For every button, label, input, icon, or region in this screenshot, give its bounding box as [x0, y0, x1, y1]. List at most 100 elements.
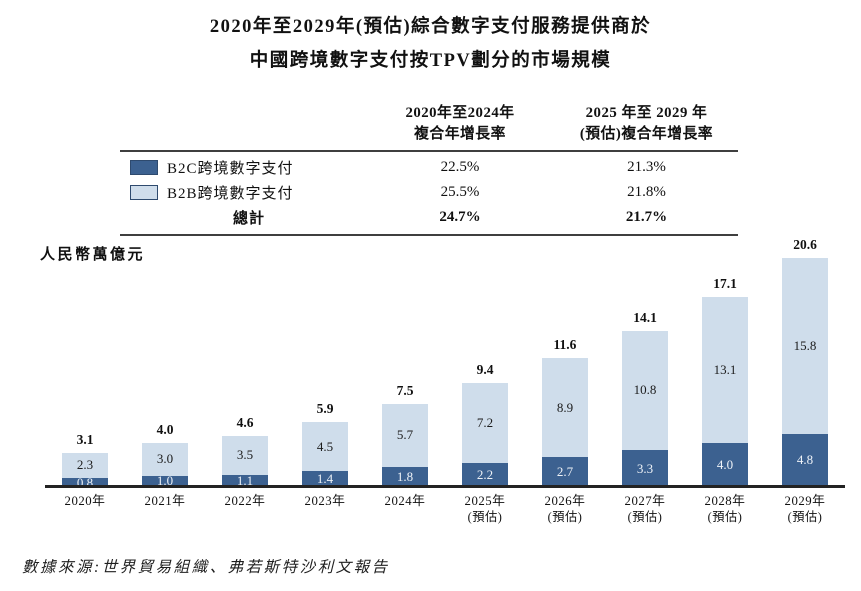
- bar-segment-b2b-value: 7.2: [476, 414, 494, 430]
- bar-segment-b2b-value: 5.7: [396, 427, 414, 443]
- cagr-value-total-col1: 24.7%: [439, 208, 481, 225]
- bar-segment-b2b: 2.3: [62, 452, 108, 479]
- x-axis-tick-label: 2029年 (預估): [765, 494, 845, 525]
- bar-total-label: 20.6: [793, 237, 817, 253]
- bar-segment-b2c: 1.4: [302, 471, 348, 487]
- cagr-value-total-col2: 21.7%: [625, 208, 668, 225]
- table-row-total: 總計 24.7% 21.7%: [120, 205, 738, 230]
- legend-item-b2b: B2B跨境數字支付: [120, 182, 365, 203]
- x-tick-year: 2022年: [224, 494, 266, 508]
- y-axis-unit-label: 人民幣萬億元: [40, 247, 146, 263]
- bar-segment-b2b-value: 10.8: [633, 382, 657, 398]
- bar-column: 17.1 13.1 4.0: [685, 276, 765, 487]
- x-axis-tick-label: 2024年: [365, 494, 445, 525]
- x-tick-estimate-note: (預估): [787, 509, 823, 524]
- stacked-bar: 2.3 0.8: [62, 452, 108, 490]
- bar-column: 4.6 3.5 1.1: [205, 414, 285, 488]
- table-row-b2c: B2C跨境數字支付 22.5% 21.3%: [120, 155, 738, 180]
- bar-total-label: 17.1: [713, 276, 737, 292]
- cagr-table: 2020年至2024年 複合年增長率 2025 年至 2029 年 (預估)複合…: [120, 103, 738, 236]
- bar-column: 3.1 2.3 0.8: [45, 431, 125, 490]
- x-tick-estimate-note: (預估): [627, 509, 663, 524]
- stacked-bar: 10.8 3.3: [622, 330, 668, 487]
- cagr-header-col2: 2025 年至 2029 年 (預估)複合年增長率: [555, 103, 738, 146]
- cagr-header-col2-line2: (預估)複合年增長率: [579, 126, 714, 143]
- bar-column: 5.9 4.5 1.4: [285, 401, 365, 487]
- legend-item-b2c: B2C跨境數字支付: [120, 157, 365, 178]
- x-tick-year: 2021年: [144, 494, 186, 508]
- bar-segment-b2b-value: 15.8: [793, 338, 817, 354]
- bar-segment-b2c-value: 0.8: [76, 474, 94, 490]
- legend-label-b2b: B2B跨境數字支付: [167, 185, 294, 202]
- bar-segment-b2c: 1.8: [382, 467, 428, 487]
- x-axis-tick-label: 2021年: [125, 494, 205, 525]
- x-tick-estimate-note: (預估): [707, 509, 743, 524]
- bar-segment-b2c-value: 1.8: [396, 469, 414, 485]
- cagr-header-col1: 2020年至2024年 複合年增長率: [365, 103, 555, 146]
- bar-column: 20.6 15.8 4.8: [765, 237, 845, 487]
- bar-chart: 3.1 2.3 0.8 4.0 3.0 1.0 4.6 3.5 1.1 5.9 4.5 1.4 7.5 5…: [45, 237, 845, 490]
- stacked-bar: 13.1 4.0: [702, 297, 748, 487]
- total-row-label-cell: 總計: [120, 207, 365, 228]
- bar-column: 4.0 3.0 1.0: [125, 422, 205, 488]
- bar-segment-b2b-value: 3.5: [236, 447, 254, 463]
- bar-segment-b2b-value: 8.9: [556, 399, 574, 415]
- bar-segment-b2b-value: 3.0: [156, 451, 174, 467]
- chart-title: 2020年至2029年(預估)綜合數字支付服務提供商於 中國跨境數字支付按TPV…: [0, 10, 861, 78]
- cagr-table-header: 2020年至2024年 複合年增長率 2025 年至 2029 年 (預估)複合…: [120, 103, 738, 152]
- x-axis-tick-label: 2027年 (預估): [605, 494, 685, 525]
- x-axis-tick-label: 2028年 (預估): [685, 494, 765, 525]
- cagr-value-b2c-col2: 21.3%: [627, 158, 666, 175]
- table-row-b2b: B2B跨境數字支付 25.5% 21.8%: [120, 180, 738, 205]
- bar-total-label: 3.1: [76, 431, 94, 447]
- cagr-header-empty-cell: [120, 103, 365, 146]
- bar-segment-b2c-value: 1.1: [236, 472, 254, 488]
- bar-total-label: 11.6: [553, 337, 577, 353]
- legend-swatch-b2b: [130, 184, 158, 200]
- x-tick-year: 2023年: [304, 494, 346, 508]
- stacked-bar: 3.5 1.1: [222, 435, 268, 488]
- stacked-bar: 7.2 2.2: [462, 382, 508, 487]
- x-tick-year: 2024年: [384, 494, 426, 508]
- x-tick-year: 2020年: [64, 494, 106, 508]
- bar-segment-b2c-value: 2.2: [476, 466, 494, 482]
- bar-total-label: 14.1: [633, 309, 657, 325]
- bar-segment-b2b: 10.8: [622, 330, 668, 451]
- x-axis-tick-label: 2026年 (預估): [525, 494, 605, 525]
- x-tick-estimate-note: (預估): [467, 509, 503, 524]
- x-tick-estimate-note: (預估): [547, 509, 583, 524]
- stacked-bar: 5.7 1.8: [382, 403, 428, 487]
- x-tick-year: 2027年: [624, 494, 666, 508]
- cagr-table-body: B2C跨境數字支付 22.5% 21.3% B2B跨境數字支付 25.5% 21…: [120, 152, 738, 236]
- bar-segment-b2c-value: 4.8: [796, 452, 814, 468]
- bar-total-label: 4.6: [236, 414, 254, 430]
- x-axis-tick-label: 2023年: [285, 494, 365, 525]
- cagr-value-b2c-col1: 22.5%: [440, 158, 480, 175]
- x-axis-tick-label: 2022年: [205, 494, 285, 525]
- cagr-value-b2b-col2: 21.8%: [627, 183, 666, 200]
- cagr-value-b2b-col1: 25.5%: [440, 183, 480, 200]
- bar-segment-b2c: 1.0: [142, 473, 188, 488]
- bar-segment-b2c: 2.2: [462, 462, 508, 487]
- bar-segment-b2b: 13.1: [702, 297, 748, 443]
- stacked-bar: 8.9 2.7: [542, 358, 588, 487]
- bar-segment-b2c: 1.1: [222, 472, 268, 488]
- chart-title-line2: 中國跨境數字支付按TPV劃分的市場規模: [249, 51, 612, 72]
- bar-segment-b2b-value: 13.1: [713, 361, 737, 377]
- bar-segment-b2b-value: 2.3: [76, 457, 94, 473]
- bar-segment-b2c-value: 3.3: [636, 460, 654, 476]
- total-row-label: 總計: [232, 210, 265, 227]
- bar-segment-b2b: 3.5: [222, 435, 268, 475]
- bar-segment-b2c: 4.0: [702, 442, 748, 487]
- legend-label-b2c: B2C跨境數字支付: [167, 160, 294, 177]
- bar-segment-b2c-value: 1.4: [316, 471, 334, 487]
- x-axis-tick-label: 2025年 (預估): [445, 494, 525, 525]
- bar-segment-b2c: 4.8: [782, 433, 828, 487]
- x-axis-labels: 2020年 2021年 2022年 2023年 2024年 2025年 (預估) 2026年(…: [45, 494, 845, 525]
- bar-segment-b2c-value: 4.0: [716, 456, 734, 472]
- bar-segment-b2b: 5.7: [382, 403, 428, 468]
- bar-column: 11.6 8.9 2.7: [525, 337, 605, 487]
- bar-segment-b2c-value: 2.7: [556, 464, 574, 480]
- bar-total-label: 7.5: [396, 382, 414, 398]
